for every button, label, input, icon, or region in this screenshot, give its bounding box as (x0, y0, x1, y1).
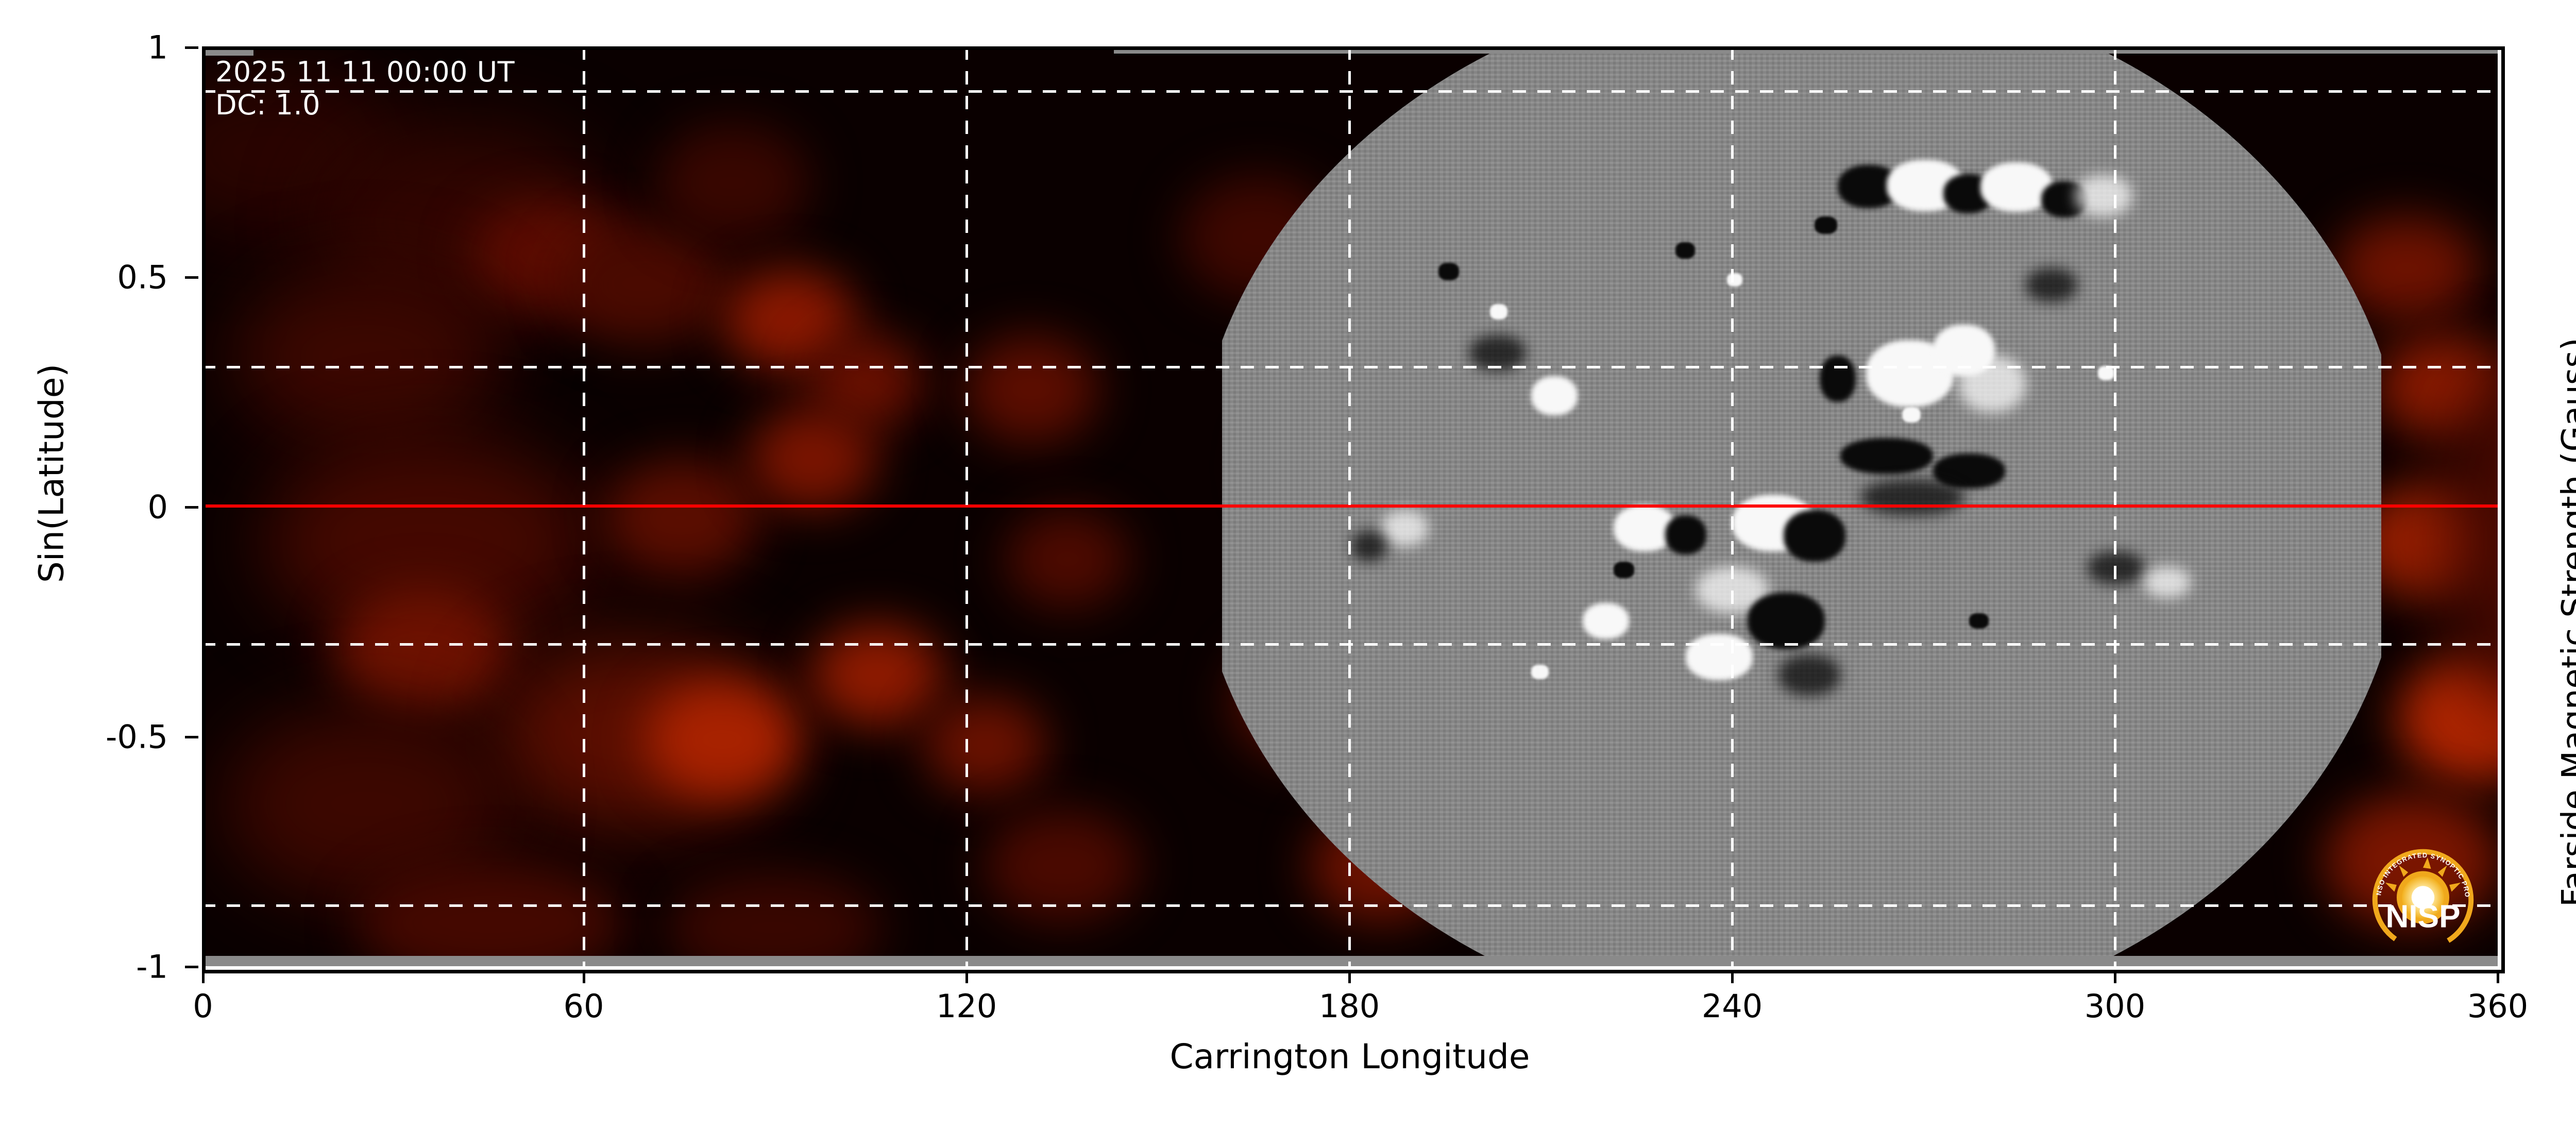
yticklabel--1: -1 (136, 948, 168, 986)
xticklabel-360: 360 (2467, 987, 2529, 1025)
xtick-120 (965, 970, 968, 983)
ytick-0.5 (185, 276, 198, 279)
yticklabel-1: 1 (147, 28, 168, 66)
xticklabel-60: 60 (563, 987, 604, 1025)
ytick--0.5 (185, 736, 198, 738)
yticklabel-0: 0 (147, 488, 168, 526)
gridline-x-60 (583, 46, 585, 966)
magnetogram-plot: 2025 11 11 00:00 UT DC: 1.0 (202, 46, 2498, 966)
north-pole-strip (202, 46, 253, 56)
xtick-60 (583, 970, 585, 983)
gridline-x-240 (1731, 46, 1734, 966)
xtick-180 (1348, 970, 1351, 983)
y-axis-label: Sin(Latitude) (31, 363, 72, 583)
xticklabel-120: 120 (936, 987, 997, 1025)
farside-colorbar-title: Farside Magnetic Strength (Gauss) (2555, 338, 2576, 907)
duty-cycle-label: DC: 1.0 (215, 88, 321, 121)
xticklabel-240: 240 (1701, 987, 1763, 1025)
xtick-0 (202, 970, 205, 983)
x-axis-label: Carrington Longitude (1170, 1037, 1530, 1076)
xticklabel-300: 300 (2084, 987, 2146, 1025)
yticklabel-0.5: 0.5 (117, 258, 168, 296)
gridline-x-120 (965, 46, 968, 966)
nisp-logo: NSO INTEGRATED SYNOPTIC PROGRAM NISP (2366, 843, 2474, 951)
ytick-1 (185, 46, 198, 49)
gridline-x-300 (2114, 46, 2116, 966)
timestamp-label: 2025 11 11 00:00 UT (215, 56, 515, 88)
observation-annotation: 2025 11 11 00:00 UT DC: 1.0 (215, 56, 515, 121)
ytick--1 (185, 966, 198, 968)
logo-acronym: NISP (2385, 899, 2460, 934)
north-cap-band (1114, 46, 2498, 54)
gridline-x-180 (1348, 46, 1351, 966)
yticklabel--0.5: -0.5 (106, 718, 168, 756)
xtick-240 (1731, 970, 1734, 983)
xtick-300 (2114, 970, 2116, 983)
xticklabel-180: 180 (1318, 987, 1380, 1025)
ytick-0 (185, 506, 198, 509)
xtick-360 (2497, 970, 2499, 983)
xticklabel-0: 0 (193, 987, 213, 1025)
